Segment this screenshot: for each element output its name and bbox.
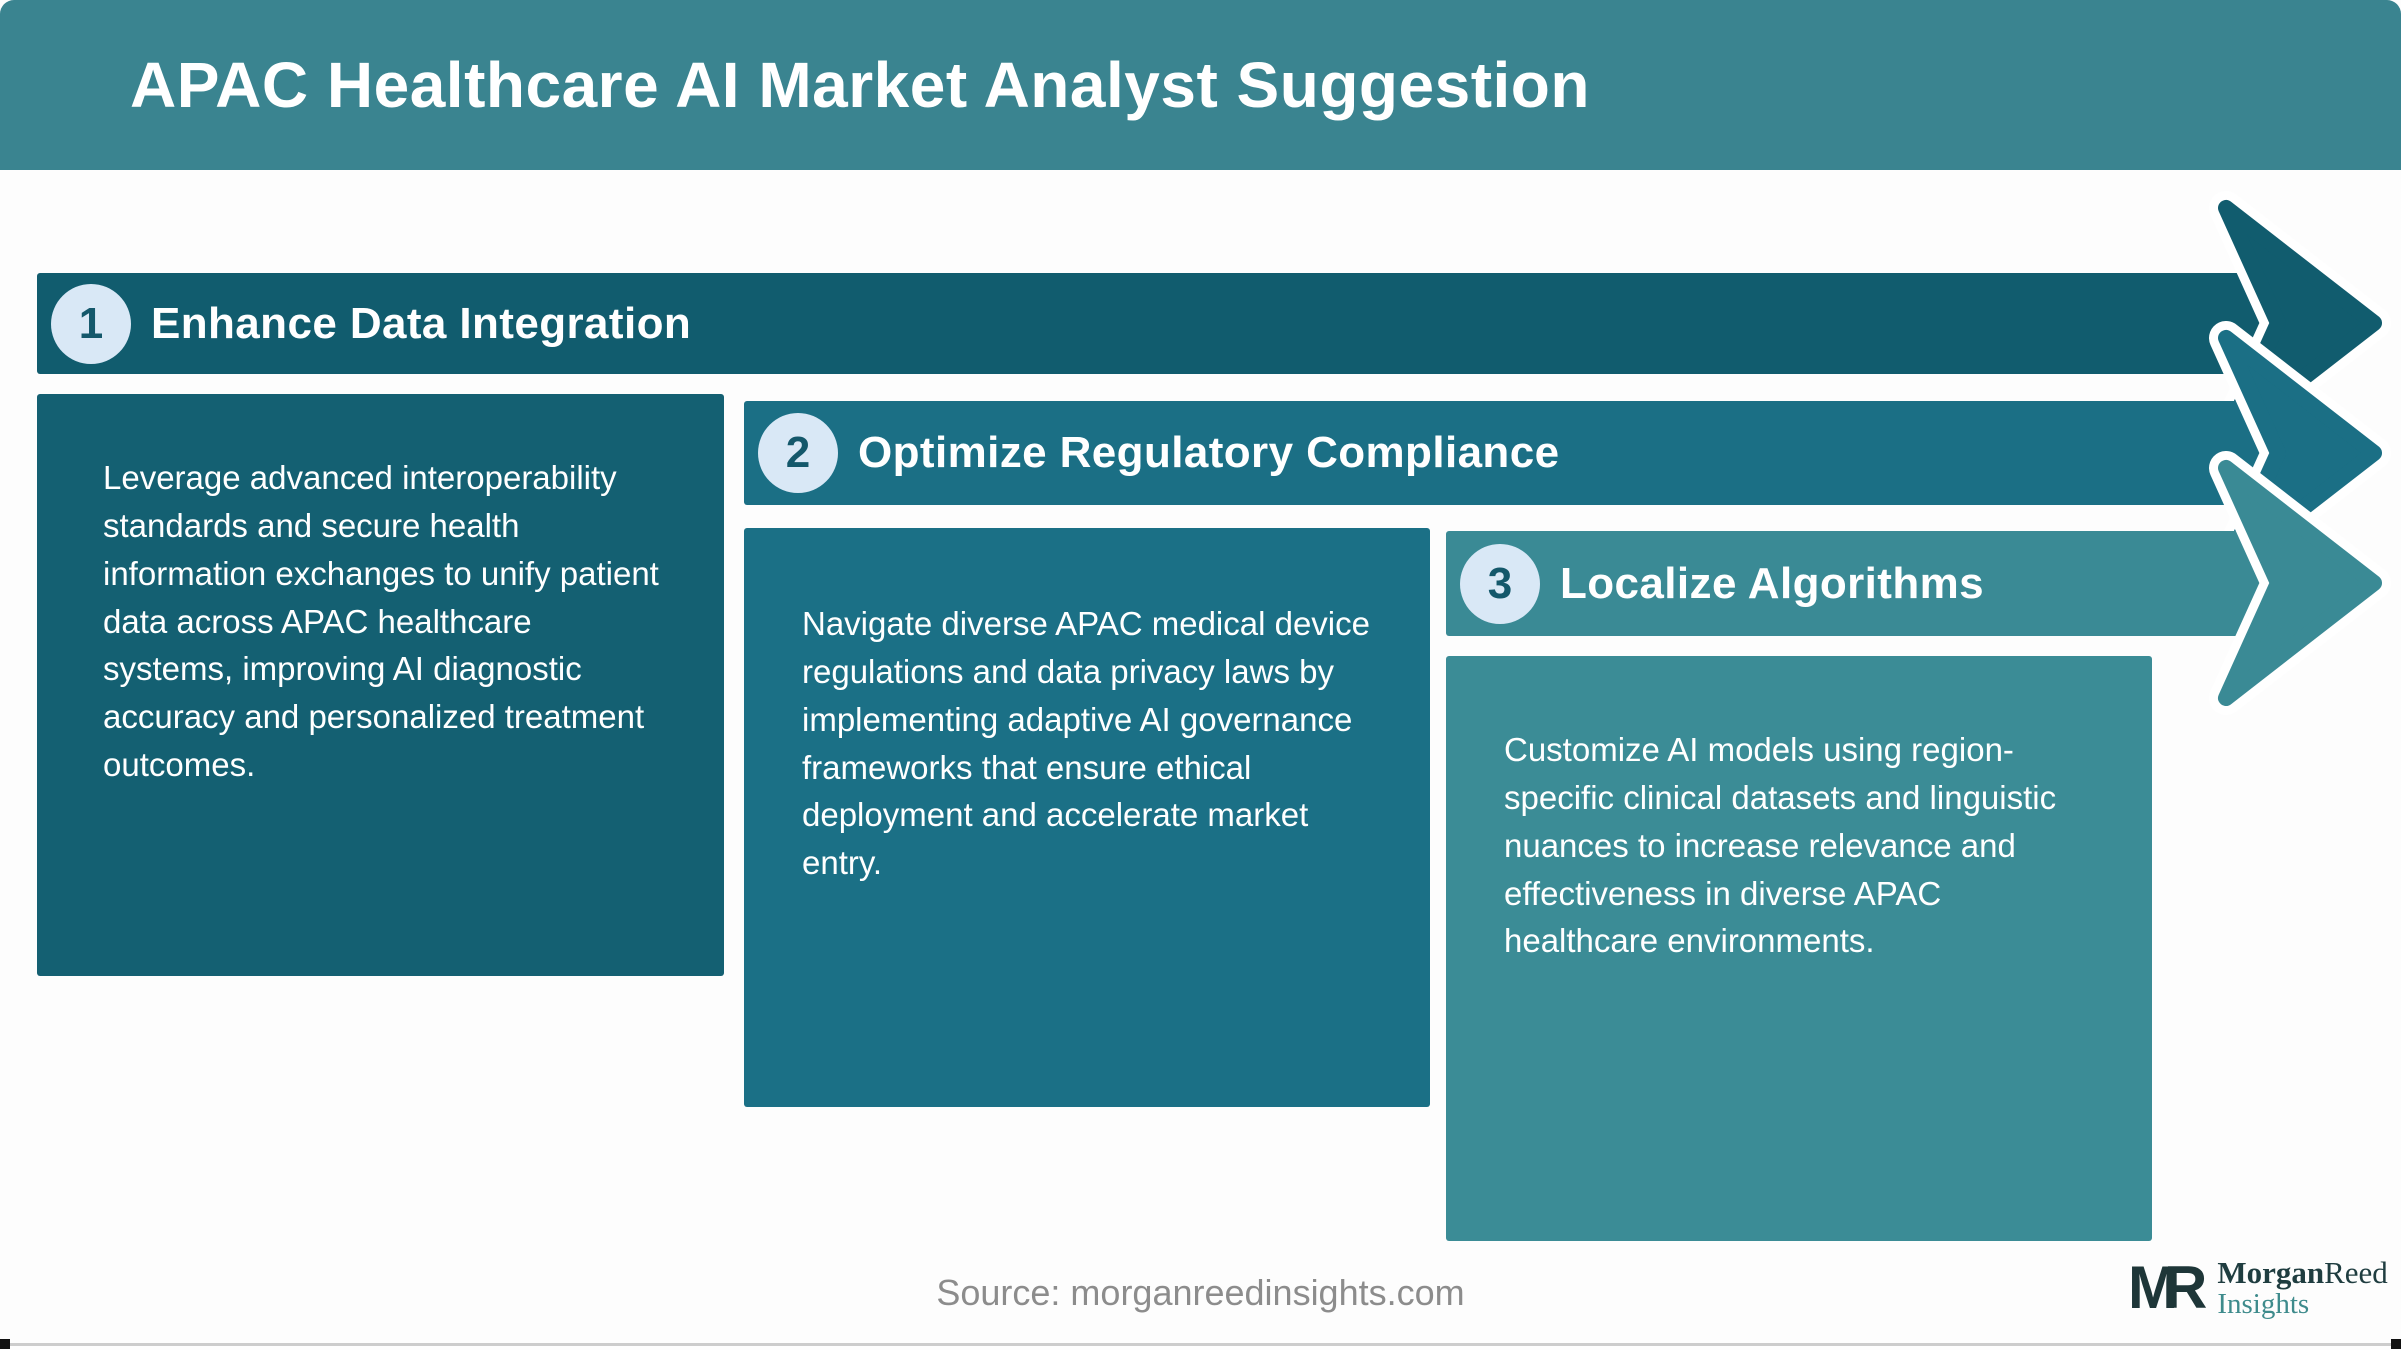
step-2-title: Optimize Regulatory Compliance (858, 428, 1560, 477)
arrow-head-icon (2209, 451, 2391, 715)
header-banner: APAC Healthcare AI Market Analyst Sugges… (0, 0, 2401, 170)
logo-name-bold: Morgan (2217, 1254, 2325, 1290)
step-2-description: Navigate diverse APAC medical device reg… (802, 605, 1370, 882)
step-2-arrow-band: 2 Optimize Regulatory Compliance (744, 401, 2280, 505)
step-1-arrow-band: 1 Enhance Data Integration (37, 273, 2280, 374)
step-1-number-badge: 1 (51, 283, 131, 364)
source-attribution: Source: morganreedinsights.com (936, 1272, 1465, 1313)
step-2-number: 2 (785, 428, 811, 477)
logo-text: MorganReed Insights (2217, 1254, 2388, 1321)
logo-company-name: MorganReed (2217, 1254, 2388, 1290)
morganreed-logo: MR MorganReed Insights (2128, 1256, 2388, 1320)
page-title: APAC Healthcare AI Market Analyst Sugges… (130, 49, 1590, 121)
step-3-arrow-band: 3 Localize Algorithms (1446, 531, 2280, 636)
step-1-title: Enhance Data Integration (151, 298, 692, 348)
step-3-description: Customize AI models using region-specifi… (1504, 731, 2057, 960)
logo-name-regular: Reed (2324, 1254, 2388, 1290)
step-3-number-badge: 3 (1460, 543, 1540, 624)
step-3-title: Localize Algorithms (1560, 558, 1985, 608)
bottom-left-corner-mark (0, 1339, 10, 1349)
mr-monogram-icon: MR (2128, 1254, 2207, 1321)
bottom-right-corner-mark (2391, 1339, 2401, 1349)
step-2-number-badge: 2 (758, 413, 838, 493)
step-2-description-box: Navigate diverse APAC medical device reg… (744, 528, 1430, 1107)
bottom-border-line (0, 1343, 2401, 1346)
step-1-number: 1 (78, 298, 104, 348)
logo-tagline: Insights (2217, 1288, 2310, 1321)
step-3-description-box: Customize AI models using region-specifi… (1446, 656, 2152, 1241)
step-1-description: Leverage advanced interoperability stand… (103, 459, 659, 784)
step-3-number: 3 (1487, 558, 1513, 608)
step-1-description-box: Leverage advanced interoperability stand… (37, 394, 724, 976)
